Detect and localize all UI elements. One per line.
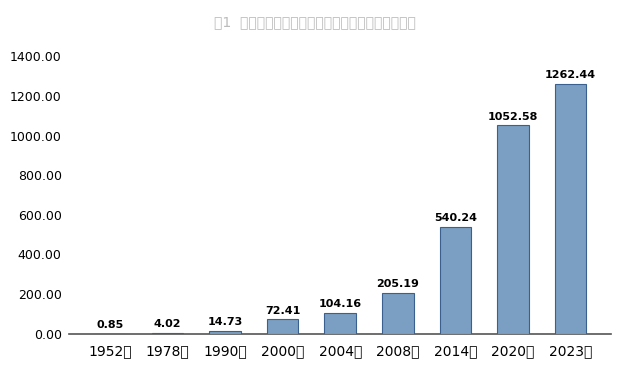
Bar — [152, 333, 183, 334]
Text: 图1  新中国成立以来主要年份农业生产总值（亿元）: 图1 新中国成立以来主要年份农业生产总值（亿元） — [214, 16, 416, 29]
Text: 1052.58: 1052.58 — [488, 112, 538, 122]
Text: 104.16: 104.16 — [319, 300, 362, 310]
Bar — [324, 313, 356, 334]
Bar — [555, 84, 587, 334]
Bar — [382, 293, 414, 334]
Text: 1262.44: 1262.44 — [545, 70, 596, 80]
Text: 205.19: 205.19 — [376, 279, 419, 289]
Text: 540.24: 540.24 — [434, 213, 477, 223]
Bar — [440, 227, 471, 334]
Text: 4.02: 4.02 — [154, 319, 181, 329]
Text: 14.73: 14.73 — [207, 317, 243, 327]
Bar — [209, 331, 241, 334]
Bar — [497, 125, 529, 334]
Bar — [266, 319, 299, 334]
Text: 0.85: 0.85 — [96, 320, 123, 330]
Text: 72.41: 72.41 — [265, 306, 301, 316]
